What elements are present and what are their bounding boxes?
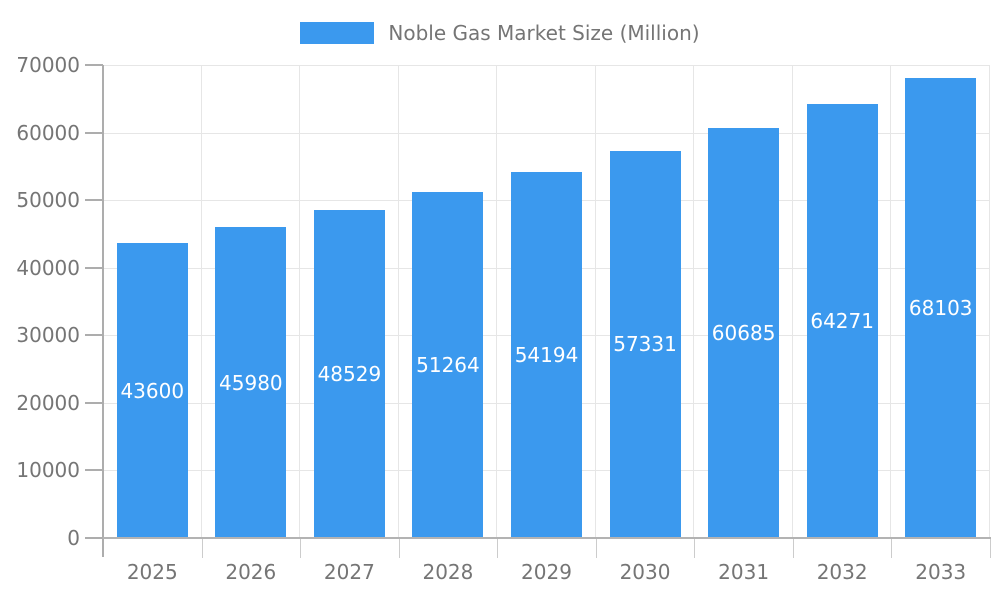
x-gridline	[989, 65, 990, 538]
bar-value-label: 64271	[810, 308, 874, 333]
legend[interactable]: Noble Gas Market Size (Million)	[0, 21, 1000, 45]
bar-value-label: 60685	[711, 320, 776, 345]
x-axis-tick	[792, 539, 794, 558]
y-axis-tick-label: 50000	[16, 188, 80, 213]
x-axis-tick	[891, 539, 893, 558]
y-axis-tick-label: 40000	[16, 255, 80, 280]
x-axis-tick-label: 2032	[816, 560, 868, 584]
x-axis-tick	[300, 539, 302, 558]
y-axis-tick	[85, 334, 103, 337]
y-gridline	[103, 65, 990, 66]
bar[interactable]: 43600	[116, 243, 188, 538]
y-gridline	[103, 132, 990, 134]
y-axis-tick-label: 60000	[16, 120, 80, 145]
x-axis-tick-label: 2030	[619, 560, 671, 584]
y-axis-tick	[85, 469, 103, 472]
x-axis-tick-label: 2027	[323, 560, 375, 584]
x-axis-tick	[497, 539, 499, 558]
x-axis-line	[103, 537, 991, 539]
y-axis-tick	[85, 199, 103, 202]
x-axis-tick	[595, 539, 597, 558]
y-axis-tick	[85, 131, 103, 134]
x-gridline	[200, 65, 202, 538]
x-axis-tick	[398, 539, 400, 558]
y-axis-tick	[85, 537, 103, 539]
bar-value-label: 51264	[416, 352, 480, 377]
x-axis-tick-label: 2029	[521, 560, 572, 584]
bar[interactable]: 54194	[511, 171, 582, 538]
bar[interactable]: 48529	[313, 210, 385, 538]
x-axis-tick	[694, 539, 696, 558]
bar[interactable]: 68103	[905, 77, 977, 538]
x-gridline	[890, 65, 892, 538]
legend-label: Noble Gas Market Size (Million)	[388, 21, 700, 45]
bar[interactable]: 45980	[215, 227, 287, 538]
y-axis-tick-label: 70000	[16, 53, 80, 77]
x-axis-tick-label: 2031	[718, 560, 770, 584]
x-axis-tick	[201, 539, 203, 558]
bar[interactable]: 60685	[708, 127, 780, 538]
bar-value-label: 54194	[514, 342, 579, 367]
y-axis-tick-label: 30000	[16, 323, 80, 348]
bar[interactable]: 64271	[806, 103, 878, 538]
y-axis-tick-label: 10000	[16, 458, 80, 483]
x-gridline	[496, 65, 498, 538]
bar-value-label: 43600	[120, 378, 185, 403]
y-axis-tick	[85, 64, 103, 66]
x-gridline	[299, 65, 301, 538]
x-gridline	[791, 65, 793, 538]
bar-value-label: 45980	[219, 370, 283, 395]
x-gridline	[594, 65, 596, 538]
x-axis-tick-label: 2033	[915, 560, 967, 584]
y-axis-tick	[85, 266, 103, 269]
y-axis-tick-label: 0	[67, 526, 80, 550]
y-axis-tick-label: 20000	[16, 390, 80, 415]
bar-value-label: 48529	[317, 362, 382, 387]
plot-area: 43600 45980 48529 51264 54194 57331 60685 64271…	[103, 65, 990, 538]
x-axis-tick-label: 2028	[422, 560, 474, 584]
bar[interactable]: 51264	[412, 191, 484, 538]
y-axis-line	[102, 65, 104, 557]
bar-value-label: 68103	[908, 295, 973, 320]
bar-value-label: 57331	[613, 332, 677, 357]
x-axis-tick	[990, 539, 991, 558]
x-gridline	[693, 65, 695, 538]
x-axis-tick-label: 2025	[126, 560, 178, 584]
x-axis-tick-label: 2026	[225, 560, 277, 584]
legend-swatch	[300, 22, 375, 44]
bar[interactable]: 57331	[609, 150, 681, 538]
x-gridline	[397, 65, 399, 538]
y-axis-tick	[85, 401, 103, 404]
